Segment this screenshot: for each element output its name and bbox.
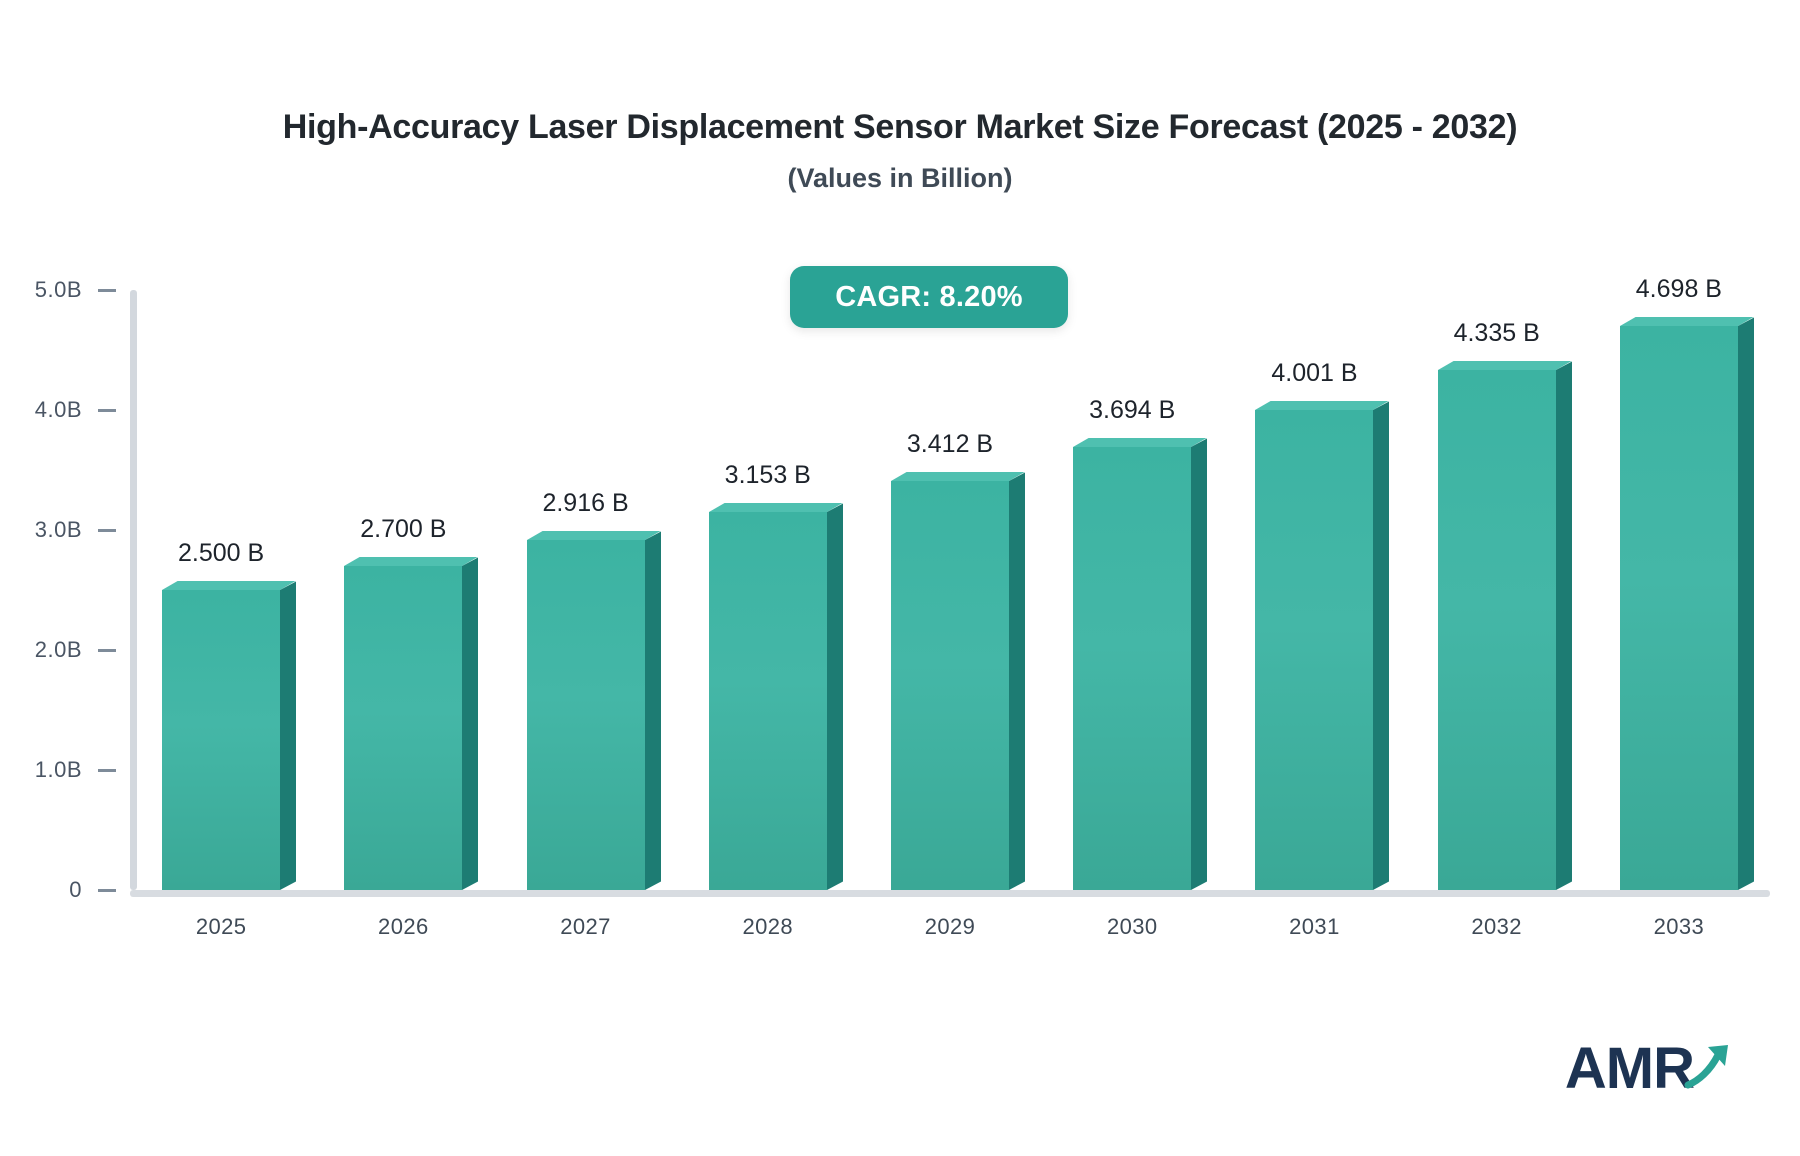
- bar-value-label: 3.412 B: [906, 429, 994, 458]
- bar[interactable]: 3.412 B: [891, 430, 1025, 890]
- y-axis-tick: 2.0B: [35, 637, 130, 663]
- bar-value-label: 3.153 B: [724, 460, 811, 489]
- cagr-badge-label: CAGR: 8.20%: [835, 280, 1023, 313]
- bar-side-face: [1555, 361, 1572, 890]
- bar[interactable]: 4.335 B: [1437, 319, 1572, 890]
- bar-body: [526, 531, 661, 890]
- x-axis-tick-label: 2030: [1106, 914, 1158, 939]
- bar-value-label: 2.700 B: [360, 515, 447, 543]
- bar[interactable]: 2.700 B: [344, 515, 479, 890]
- amr-logo: AMR: [1565, 1040, 1738, 1098]
- bar[interactable]: 3.153 B: [708, 461, 843, 890]
- y-axis-tick-mark: [98, 768, 116, 772]
- y-axis-tick-label: 1.0B: [34, 757, 82, 782]
- bar-value-label: 2.916 B: [542, 489, 629, 518]
- bar-body: [162, 581, 297, 890]
- y-axis-tick: 0: [69, 877, 130, 903]
- y-axis-tick-label: 0: [69, 877, 82, 902]
- x-axis-tick-label: 2025: [195, 914, 247, 939]
- bar-top-face: [1619, 317, 1754, 327]
- bar-front-face: [162, 590, 281, 890]
- bar-front-face: [344, 566, 463, 890]
- y-axis-tick-label: 5.0B: [34, 277, 82, 302]
- x-axis-tick-label: 2031: [1289, 914, 1340, 939]
- bar-front-face: [708, 511, 827, 890]
- bar[interactable]: 2.500 B: [162, 539, 297, 890]
- y-axis-tick-label: 3.0B: [34, 517, 82, 542]
- y-axis-tick: 3.0B: [35, 517, 130, 543]
- x-axis-tick-label: 2028: [742, 914, 794, 939]
- bar-front-face: [891, 480, 1009, 890]
- x-axis-tick-label: 2026: [378, 914, 429, 939]
- bar-side-face: [280, 581, 297, 890]
- y-axis-tick: 1.0B: [35, 757, 130, 783]
- y-axis-tick-mark: [98, 288, 116, 292]
- y-axis-line: [130, 290, 137, 890]
- y-axis-tick-mark: [98, 888, 116, 892]
- bar-top-face: [708, 502, 843, 512]
- chart-subtitle: (Values in Billion): [787, 163, 1013, 194]
- bar-value-label: 3.694 B: [1089, 395, 1176, 424]
- bar-top-face: [526, 531, 661, 541]
- bar-front-face: [1437, 369, 1556, 890]
- bar-value-label: 4.335 B: [1453, 318, 1540, 347]
- bar[interactable]: 3.694 B: [1073, 396, 1208, 890]
- bar-side-face: [1191, 438, 1208, 890]
- bar-value-label: 2.500 B: [178, 539, 265, 567]
- bar-body: [1619, 317, 1754, 890]
- bar-body: [1073, 437, 1208, 890]
- amr-logo-text: AMR: [1564, 1036, 1695, 1101]
- y-axis-tick: 4.0B: [35, 397, 130, 423]
- bar-front-face: [1255, 409, 1374, 890]
- bar-top-face: [1255, 400, 1390, 410]
- bar-top-face: [1437, 360, 1572, 370]
- y-axis-tick-mark: [98, 648, 116, 652]
- bar-side-face: [1737, 317, 1754, 890]
- page-title: High-Accuracy Laser Displacement Sensor …: [282, 108, 1518, 146]
- bar-top-face: [1073, 437, 1207, 447]
- bar-side-face: [462, 557, 479, 890]
- bar-side-face: [1373, 401, 1390, 890]
- bar-side-face: [644, 531, 661, 890]
- x-axis-tick-label: 2029: [924, 914, 976, 939]
- bar[interactable]: 2.916 B: [526, 489, 661, 890]
- bar-top-face: [891, 471, 1025, 481]
- trending-up-arrow-icon: [1684, 1041, 1738, 1094]
- bar-top-face: [344, 557, 478, 566]
- bar-front-face: [1619, 326, 1738, 890]
- bar-front-face: [1073, 446, 1192, 890]
- bar-value-label: 4.001 B: [1271, 358, 1358, 387]
- bar-body: [1437, 360, 1572, 890]
- bar-side-face: [1009, 472, 1025, 890]
- x-axis-tick-label: 2027: [560, 914, 611, 939]
- bar-body: [891, 471, 1025, 890]
- x-axis-line: [130, 890, 1770, 897]
- bar-front-face: [526, 540, 645, 890]
- cagr-badge: CAGR: 8.20%: [790, 266, 1068, 328]
- bar[interactable]: 4.001 B: [1255, 359, 1390, 890]
- title-block: High-Accuracy Laser Displacement Sensor …: [0, 108, 1800, 194]
- y-axis-tick-mark: [98, 408, 116, 412]
- bar-body: [708, 502, 843, 890]
- plot-area: 0 1.0B 2.0B 3.0B 4.0B 5.0B 2.500 B 2.700 B 2.91…: [35, 275, 1770, 939]
- y-axis-tick-mark: [98, 528, 116, 532]
- bar-body: [344, 557, 479, 890]
- bar-value-label: 4.698 B: [1635, 275, 1722, 304]
- bar-top-face: [162, 581, 296, 590]
- x-axis-tick-label: 2032: [1471, 914, 1522, 939]
- x-axis-tick-label: 2033: [1653, 914, 1705, 939]
- y-axis-tick-label: 4.0B: [34, 397, 82, 422]
- bar-side-face: [826, 503, 843, 890]
- y-axis-tick: 5.0B: [35, 277, 130, 303]
- bar[interactable]: 4.698 B: [1619, 275, 1754, 890]
- bar-body: [1255, 400, 1390, 890]
- y-axis-tick-label: 2.0B: [34, 637, 82, 662]
